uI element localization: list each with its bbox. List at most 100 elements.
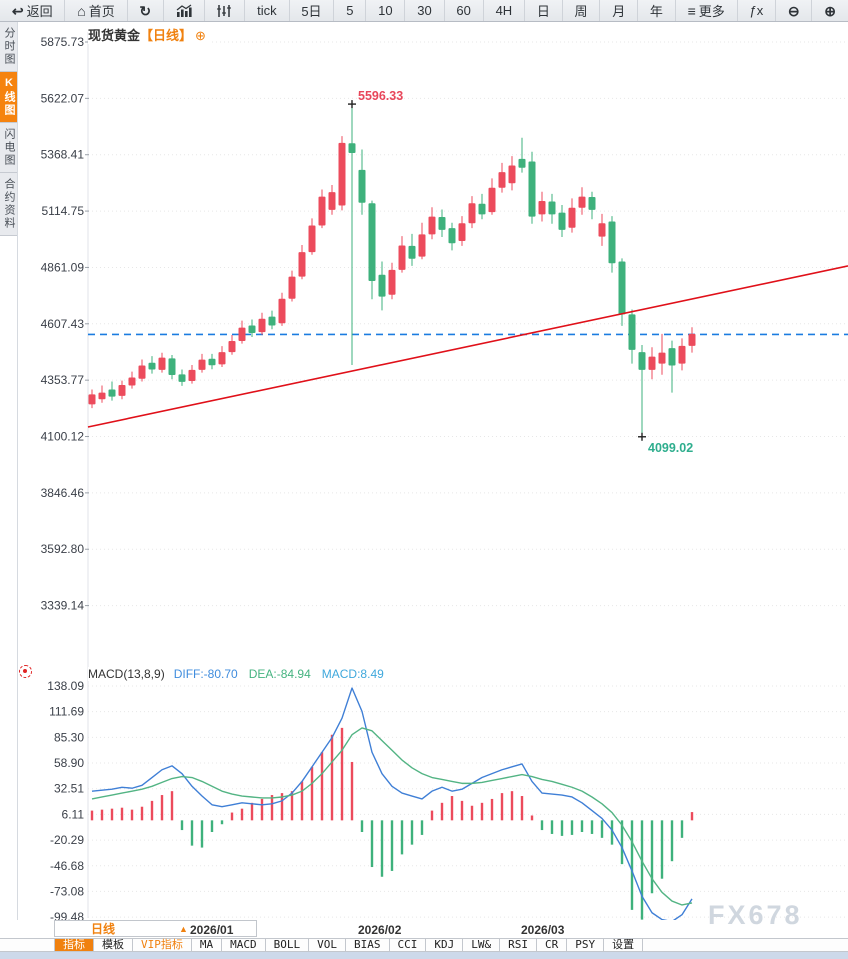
interval-day-label: 日 — [536, 4, 550, 19]
indicator-tab-settings[interactable]: 设置 — [604, 939, 644, 951]
macd-diff-value: DIFF:-80.70 — [173, 667, 238, 681]
indicator-tab-vol[interactable]: VOL — [309, 939, 346, 951]
fx-label: ƒx — [749, 3, 764, 18]
toolbar-zoom-in-icon[interactable]: ⊕ — [812, 0, 847, 21]
interval-week-label: 周 — [574, 4, 588, 19]
bar-chart-icon — [176, 4, 192, 17]
svg-text:5875.73: 5875.73 — [41, 35, 85, 49]
xaxis-label: 2026/03 — [521, 923, 565, 937]
toolbar-interval-5-button[interactable]: 5 — [334, 0, 367, 21]
tick-label: tick — [257, 3, 277, 18]
dropdown-arrow-icon: ▲ — [179, 923, 188, 934]
macd-axis: 138.09 111.69 85.30 58.90 32.51 6.11 -20.29 -46… — [47, 679, 848, 924]
indicator-tab-kdj[interactable]: KDJ — [426, 939, 464, 951]
xaxis-label: 2026/01 — [190, 923, 234, 937]
svg-text:4100.12: 4100.12 — [41, 430, 85, 444]
svg-text:32.51: 32.51 — [54, 782, 84, 796]
period-tag: 【日线】 — [140, 28, 193, 43]
toolbar-kline-icon[interactable] — [205, 0, 246, 21]
diff-line — [91, 687, 693, 923]
interval-10-label: 10 — [378, 3, 393, 18]
indicator-settings-icon[interactable] — [19, 665, 32, 678]
indicator-tab-indicators[interactable]: 指标 — [55, 939, 94, 951]
toolbar-zoom-out-icon[interactable]: ⊖ — [776, 0, 813, 21]
home-icon: ⌂ — [77, 2, 86, 19]
sidebar-tab-contract-info[interactable]: 合约资料 — [0, 173, 17, 236]
indicator-tab-cci[interactable]: CCI — [390, 939, 427, 951]
toolbar-bar-chart-icon[interactable] — [164, 0, 205, 21]
macd-macd-value: MACD:8.49 — [321, 667, 384, 681]
indicator-tab-vip-indicators[interactable]: VIP指标 — [133, 939, 192, 951]
svg-text:6.11: 6.11 — [62, 807, 85, 821]
svg-text:5114.75: 5114.75 — [42, 204, 85, 218]
indicator-tab-bias[interactable]: BIAS — [346, 939, 390, 951]
period-dropdown[interactable]: 日线 ▲ — [54, 920, 257, 937]
svg-text:-20.29: -20.29 — [50, 833, 84, 847]
svg-text:4861.09: 4861.09 — [41, 260, 85, 274]
svg-text:3592.80: 3592.80 — [41, 542, 85, 556]
macd-params: MACD(13,8,9) — [88, 667, 165, 681]
left-sidebar: 分时图 K线图 闪电图 合约资料 — [0, 22, 18, 920]
home-label: 首页 — [88, 4, 115, 19]
indicator-tab-macd[interactable]: MACD — [222, 939, 266, 951]
macd-dea-value: DEA:-84.94 — [248, 667, 311, 681]
svg-text:4099.02: 4099.02 — [648, 441, 693, 455]
svg-text:111.69: 111.69 — [49, 705, 84, 719]
chart-title: 现货黄金【日线】 ⊕ — [88, 25, 211, 44]
toolbar-tick-button[interactable]: tick — [245, 0, 290, 21]
symbol-name: 现货黄金 — [88, 28, 141, 43]
toolbar-refresh-icon[interactable]: ↻ — [128, 0, 164, 21]
interval-4h-label: 4H — [495, 3, 513, 18]
indicator-tab-cr[interactable]: CR — [537, 939, 568, 951]
zoom-in-icon: ⊕ — [824, 2, 837, 19]
svg-text:58.90: 58.90 — [54, 756, 84, 770]
toolbar-interval-month-button[interactable]: 月 — [600, 0, 639, 21]
interval-5-label: 5 — [346, 3, 354, 18]
svg-text:3846.46: 3846.46 — [41, 486, 85, 500]
trendline — [87, 265, 848, 428]
top-toolbar: ↩ 返回 ⌂ 首页 ↻ tick 5日 5 10 30 60 4H 日周月年 ≡ 更多 ƒx ⊖ ⊕ — [0, 0, 848, 22]
sidebar-tab-flash-chart[interactable]: 闪电图 — [0, 123, 17, 173]
period-dropdown-label: 日线 — [91, 922, 116, 936]
add-indicator-icon[interactable]: ⊕ — [195, 28, 206, 43]
toolbar-interval-week-button[interactable]: 周 — [563, 0, 601, 21]
price-annotation: 4099.02 — [638, 432, 693, 455]
zoom-out-icon: ⊖ — [787, 2, 800, 19]
svg-text:5622.07: 5622.07 — [41, 91, 85, 105]
svg-text:-73.08: -73.08 — [50, 884, 84, 898]
toolbar-interval-year-button[interactable]: 年 — [638, 0, 676, 21]
svg-text:5596.33: 5596.33 — [358, 89, 403, 103]
toolbar-interval-60-button[interactable]: 60 — [445, 0, 484, 21]
toolbar-interval-30-button[interactable]: 30 — [405, 0, 445, 21]
toolbar-back-button[interactable]: ↩ 返回 — [0, 0, 66, 21]
indicator-tab-ma[interactable]: MA — [192, 939, 223, 951]
interval-30-label: 30 — [417, 3, 432, 18]
indicator-tab-rsi[interactable]: RSI — [500, 939, 537, 951]
svg-text:85.30: 85.30 — [54, 730, 84, 744]
svg-text:4607.43: 4607.43 — [41, 317, 85, 331]
bottom-strip — [0, 952, 848, 959]
dea-line — [91, 727, 693, 906]
toolbar-interval-day-button[interactable]: 日 — [525, 0, 563, 21]
indicator-tab-psy[interactable]: PSY — [567, 939, 605, 951]
more-label: 更多 — [698, 4, 725, 19]
indicator-tab-templates[interactable]: 模板 — [94, 939, 133, 951]
sidebar-tab-time-share-chart[interactable]: 分时图 — [0, 22, 17, 72]
back-icon: ↩ — [11, 2, 24, 19]
indicator-tab-boll[interactable]: BOLL — [266, 939, 310, 951]
toolbar-more-button[interactable]: ≡ 更多 — [676, 0, 738, 21]
toolbar-home-button[interactable]: ⌂ 首页 — [65, 0, 128, 21]
toolbar-interval-4h-button[interactable]: 4H — [484, 0, 526, 21]
indicator-tab-lwr[interactable]: LW& — [463, 939, 501, 951]
refresh-icon: ↻ — [139, 2, 152, 19]
xaxis-row: 日线 ▲ 2026/01 2026/02 2026/03 — [0, 920, 848, 938]
sidebar-tab-kline-chart[interactable]: K线图 — [0, 72, 17, 123]
svg-text:3339.14: 3339.14 — [41, 599, 85, 613]
toolbar-range-5d-button[interactable]: 5日 — [290, 0, 335, 21]
toolbar-interval-10-button[interactable]: 10 — [366, 0, 406, 21]
toolbar-fx-button[interactable]: ƒx — [738, 0, 777, 21]
macd-histogram — [90, 727, 694, 920]
price-axis: 5875.73 5622.07 5368.41 5114.75 4861.09 4607.… — [41, 35, 848, 613]
interval-month-label: 月 — [612, 4, 626, 19]
